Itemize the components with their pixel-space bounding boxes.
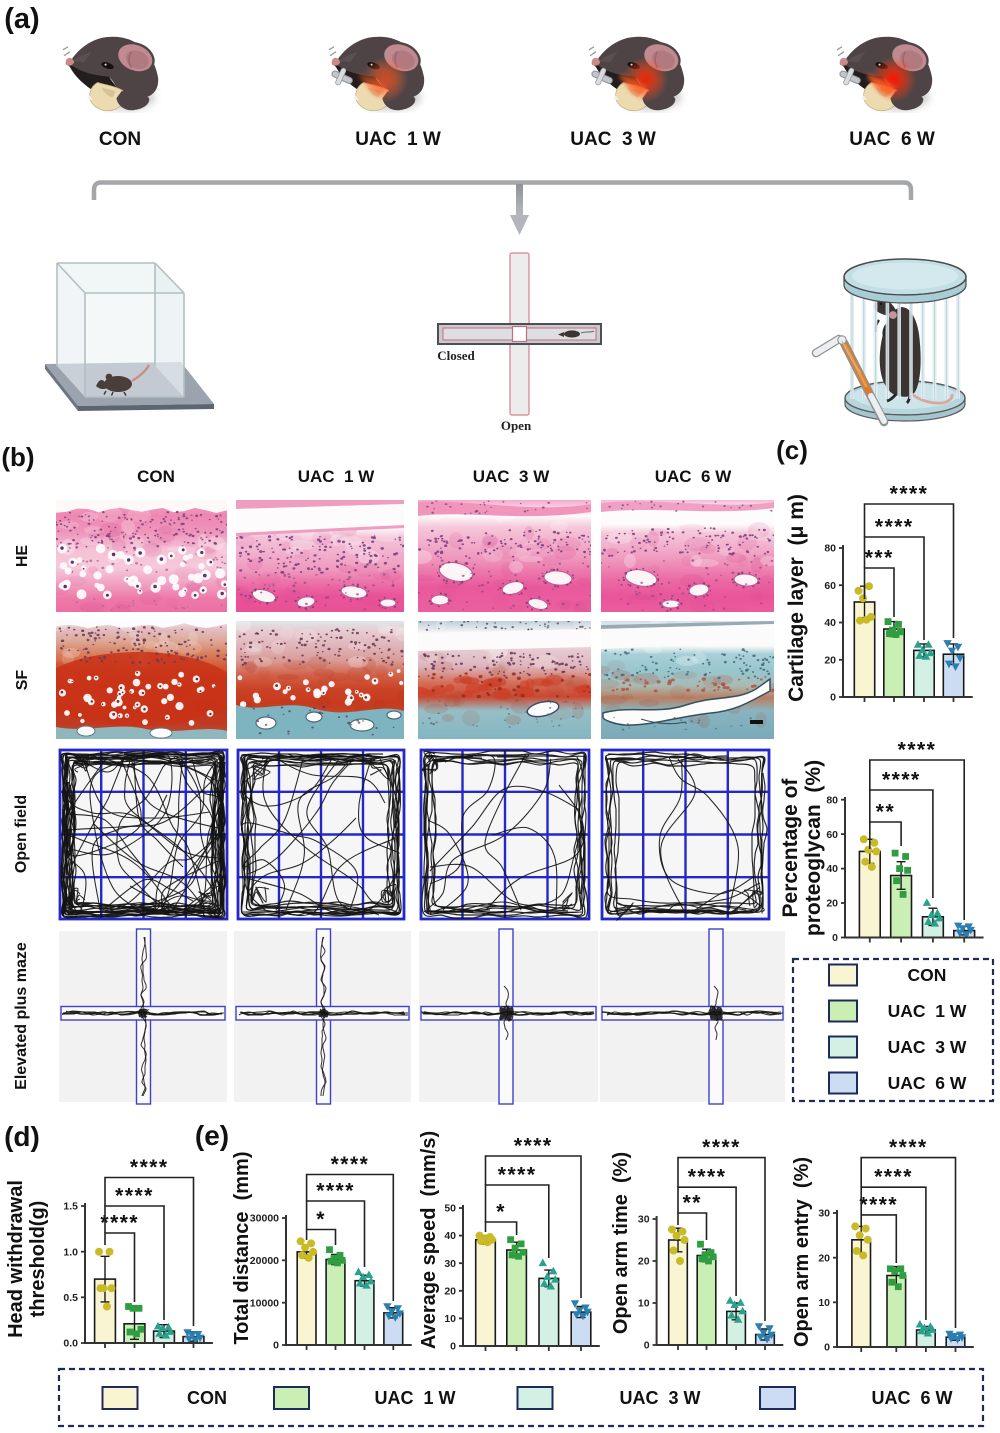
svg-text:20: 20 bbox=[818, 1252, 830, 1264]
svg-text:Open arm entry (%): Open arm entry (%) bbox=[791, 1157, 813, 1347]
svg-text:0.5: 0.5 bbox=[63, 1292, 78, 1304]
svg-text:UAC 3 W: UAC 3 W bbox=[473, 467, 550, 486]
svg-text:80: 80 bbox=[826, 794, 838, 806]
svg-text:****: **** bbox=[498, 1164, 537, 1187]
svg-text:30: 30 bbox=[638, 1214, 650, 1226]
svg-text:(a): (a) bbox=[4, 3, 39, 35]
svg-text:****: **** bbox=[874, 1166, 913, 1189]
svg-text:0: 0 bbox=[832, 932, 838, 944]
svg-text:10: 10 bbox=[818, 1297, 830, 1309]
svg-text:****: **** bbox=[859, 1193, 898, 1216]
svg-text:***: *** bbox=[865, 547, 894, 570]
svg-text:20: 20 bbox=[824, 654, 836, 666]
svg-text:****: **** bbox=[882, 769, 921, 792]
svg-text:Percentage of: Percentage of bbox=[779, 778, 802, 918]
svg-text:****: **** bbox=[316, 1180, 355, 1203]
svg-text:****: **** bbox=[898, 739, 937, 762]
svg-text:10: 10 bbox=[638, 1298, 650, 1310]
svg-text:30: 30 bbox=[818, 1208, 830, 1220]
svg-text:Cartilage layer (μ m): Cartilage layer (μ m) bbox=[785, 494, 808, 702]
svg-text:****: **** bbox=[702, 1136, 741, 1159]
svg-text:Closed: Closed bbox=[437, 348, 475, 363]
svg-text:40: 40 bbox=[824, 617, 836, 629]
svg-text:UAC 1 W: UAC 1 W bbox=[375, 1388, 456, 1408]
svg-text:1.0: 1.0 bbox=[63, 1246, 78, 1258]
svg-text:Elevated plus maze: Elevated plus maze bbox=[13, 942, 30, 1090]
svg-text:****: **** bbox=[100, 1212, 139, 1235]
svg-text:HE: HE bbox=[14, 545, 31, 568]
svg-text:0: 0 bbox=[824, 1342, 830, 1354]
svg-text:30: 30 bbox=[444, 1258, 456, 1270]
svg-text:10: 10 bbox=[444, 1313, 456, 1325]
svg-text:(c): (c) bbox=[776, 435, 808, 465]
svg-text:1.5: 1.5 bbox=[63, 1201, 78, 1213]
svg-text:Open: Open bbox=[501, 418, 532, 433]
svg-text:**: ** bbox=[683, 1192, 702, 1215]
svg-text:CON: CON bbox=[99, 129, 141, 150]
svg-text:30000: 30000 bbox=[250, 1213, 279, 1225]
svg-text:50: 50 bbox=[444, 1203, 456, 1215]
svg-text:20: 20 bbox=[444, 1285, 456, 1297]
svg-text:UAC 1 W: UAC 1 W bbox=[355, 129, 441, 150]
svg-text:60: 60 bbox=[824, 580, 836, 592]
svg-text:Total distance (mm): Total distance (mm) bbox=[231, 1152, 253, 1345]
svg-text:20: 20 bbox=[826, 898, 838, 910]
svg-text:UAC 3 W: UAC 3 W bbox=[888, 1037, 967, 1057]
svg-text:20000: 20000 bbox=[250, 1255, 279, 1267]
svg-text:UAC 6 W: UAC 6 W bbox=[849, 129, 935, 150]
svg-text:****: **** bbox=[875, 516, 914, 539]
svg-text:Average speed (mm/s): Average speed (mm/s) bbox=[418, 1131, 440, 1349]
svg-text:CON: CON bbox=[187, 1388, 227, 1408]
svg-text:(e): (e) bbox=[195, 1120, 229, 1151]
svg-text:Head withdrawal: Head withdrawal bbox=[5, 1180, 27, 1338]
svg-text:Open field: Open field bbox=[13, 795, 30, 873]
svg-text:0: 0 bbox=[830, 692, 836, 704]
svg-text:0: 0 bbox=[273, 1340, 279, 1352]
svg-text:CON: CON bbox=[908, 965, 947, 985]
svg-text:****: **** bbox=[331, 1153, 370, 1176]
svg-text:80: 80 bbox=[824, 543, 836, 555]
svg-text:****: **** bbox=[514, 1135, 553, 1158]
svg-text:CON: CON bbox=[137, 467, 175, 486]
svg-text:40: 40 bbox=[826, 863, 838, 875]
svg-text:0: 0 bbox=[450, 1341, 456, 1353]
svg-text:0: 0 bbox=[644, 1340, 650, 1352]
svg-text:(b): (b) bbox=[1, 442, 34, 472]
svg-text:**: ** bbox=[876, 801, 895, 824]
svg-text:****: **** bbox=[688, 1166, 727, 1189]
svg-text:*: * bbox=[496, 1201, 506, 1224]
svg-text:10000: 10000 bbox=[250, 1297, 279, 1309]
svg-text:(d): (d) bbox=[4, 1121, 40, 1152]
svg-text:****: **** bbox=[130, 1156, 169, 1179]
svg-text:****: **** bbox=[889, 1136, 928, 1159]
svg-text:0.0: 0.0 bbox=[63, 1338, 78, 1350]
svg-text:UAC 1 W: UAC 1 W bbox=[888, 1001, 967, 1021]
svg-text:UAC 3 W: UAC 3 W bbox=[620, 1388, 701, 1408]
svg-text:threshold(g): threshold(g) bbox=[27, 1201, 49, 1318]
svg-text:****: **** bbox=[890, 483, 929, 506]
svg-text:UAC 6 W: UAC 6 W bbox=[655, 467, 732, 486]
svg-text:40: 40 bbox=[444, 1230, 456, 1242]
svg-text:****: **** bbox=[115, 1185, 154, 1208]
svg-text:60: 60 bbox=[826, 829, 838, 841]
svg-text:UAC 3 W: UAC 3 W bbox=[570, 129, 656, 150]
svg-text:UAC 1 W: UAC 1 W bbox=[298, 467, 375, 486]
svg-text:SF: SF bbox=[14, 670, 31, 691]
svg-text:UAC 6 W: UAC 6 W bbox=[888, 1073, 967, 1093]
svg-text:proteoglycan (%): proteoglycan (%) bbox=[802, 760, 825, 936]
svg-text:20: 20 bbox=[638, 1256, 650, 1268]
svg-text:Open arm time (%): Open arm time (%) bbox=[610, 1152, 632, 1334]
svg-text:UAC 6 W: UAC 6 W bbox=[872, 1388, 953, 1408]
svg-text:*: * bbox=[316, 1208, 326, 1231]
